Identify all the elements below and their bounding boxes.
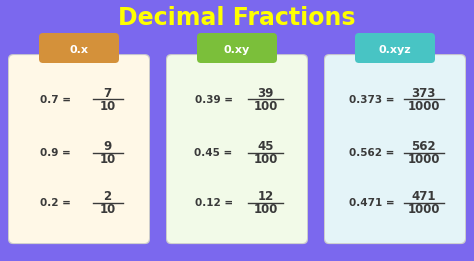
Text: 45: 45	[257, 140, 274, 153]
FancyBboxPatch shape	[9, 55, 149, 243]
Text: 100: 100	[254, 203, 278, 216]
Text: 39: 39	[257, 87, 274, 100]
Text: 471: 471	[411, 190, 436, 203]
FancyBboxPatch shape	[39, 33, 119, 63]
FancyBboxPatch shape	[324, 54, 466, 244]
FancyBboxPatch shape	[197, 33, 277, 63]
Text: 7: 7	[103, 87, 112, 100]
Text: 562: 562	[411, 140, 436, 153]
Text: 10: 10	[100, 203, 116, 216]
Text: 0.9 =: 0.9 =	[40, 148, 71, 158]
Text: 0.12 =: 0.12 =	[194, 198, 233, 208]
Text: 10: 10	[100, 153, 116, 166]
Text: 0.471 =: 0.471 =	[349, 198, 394, 208]
FancyBboxPatch shape	[8, 54, 150, 244]
Text: 0.562 =: 0.562 =	[349, 148, 394, 158]
FancyBboxPatch shape	[167, 55, 307, 243]
Text: 12: 12	[257, 190, 273, 203]
FancyBboxPatch shape	[355, 33, 435, 63]
Text: 10: 10	[100, 100, 116, 113]
FancyBboxPatch shape	[325, 55, 465, 243]
Text: 2: 2	[103, 190, 112, 203]
Text: 0.xy: 0.xy	[224, 45, 250, 55]
Text: 1000: 1000	[407, 100, 440, 113]
Text: 0.2 =: 0.2 =	[40, 198, 71, 208]
Text: 1000: 1000	[407, 153, 440, 166]
Text: 0.7 =: 0.7 =	[40, 95, 71, 105]
Text: 0.39 =: 0.39 =	[195, 95, 233, 105]
FancyBboxPatch shape	[166, 54, 308, 244]
Text: 9: 9	[103, 140, 112, 153]
Text: 0.45 =: 0.45 =	[194, 148, 233, 158]
Text: 0.x: 0.x	[70, 45, 89, 55]
Text: Decimal Fractions: Decimal Fractions	[118, 6, 356, 30]
Text: 373: 373	[411, 87, 436, 100]
Text: 100: 100	[254, 100, 278, 113]
Text: 1000: 1000	[407, 203, 440, 216]
Text: 0.373 =: 0.373 =	[349, 95, 394, 105]
Text: 0.xyz: 0.xyz	[379, 45, 411, 55]
Text: 100: 100	[254, 153, 278, 166]
